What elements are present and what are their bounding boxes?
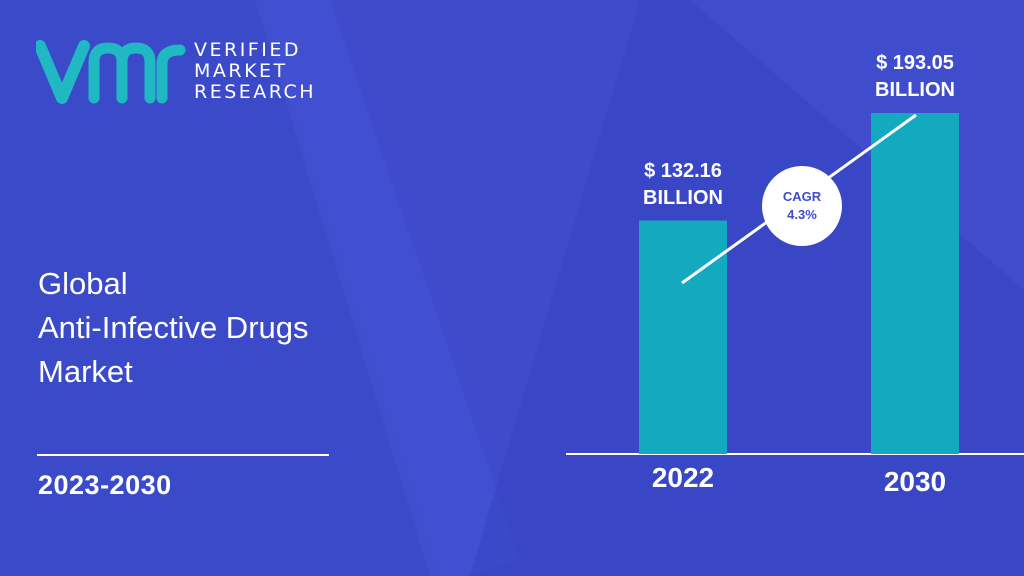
cagr-badge: CAGR 4.3% (762, 166, 842, 246)
title-line-3: Market (38, 354, 133, 389)
category-label-2022: 2022 (651, 462, 715, 493)
brand-line-verified: VERIFIED (194, 39, 301, 61)
category-label-2030: 2030 (883, 466, 947, 497)
page-title: Global Anti-Infective Drugs Market (38, 262, 458, 394)
value-unit: BILLION (643, 186, 723, 209)
cagr-label: CAGR (782, 189, 822, 204)
value-amount: $ 132.16 (644, 159, 722, 182)
brand-logo: VERIFIED MARKET RESEARCH (36, 40, 326, 104)
vmr-logo-icon (36, 40, 186, 104)
title-line-2: Anti-Infective Drugs (38, 310, 309, 345)
forecast-period: 2023-2030 (38, 470, 172, 500)
bars-group (639, 113, 959, 454)
bar-2030 (871, 113, 959, 454)
value-unit: BILLION (875, 79, 955, 101)
value-amount: $ 193.05 (876, 52, 954, 74)
brand-line-research: RESEARCH (194, 81, 317, 103)
title-divider (37, 454, 329, 456)
cagr-value: 4.3% (787, 207, 817, 222)
value-label-2022: $ 132.16 BILLION (603, 158, 763, 212)
brand-line-market: MARKET (194, 60, 288, 82)
value-label-2030: $ 193.05 BILLION (835, 50, 995, 104)
bar-2022 (639, 220, 727, 454)
title-line-1: Global (38, 266, 128, 301)
brand-name: VERIFIED MARKET RESEARCH (194, 40, 316, 103)
